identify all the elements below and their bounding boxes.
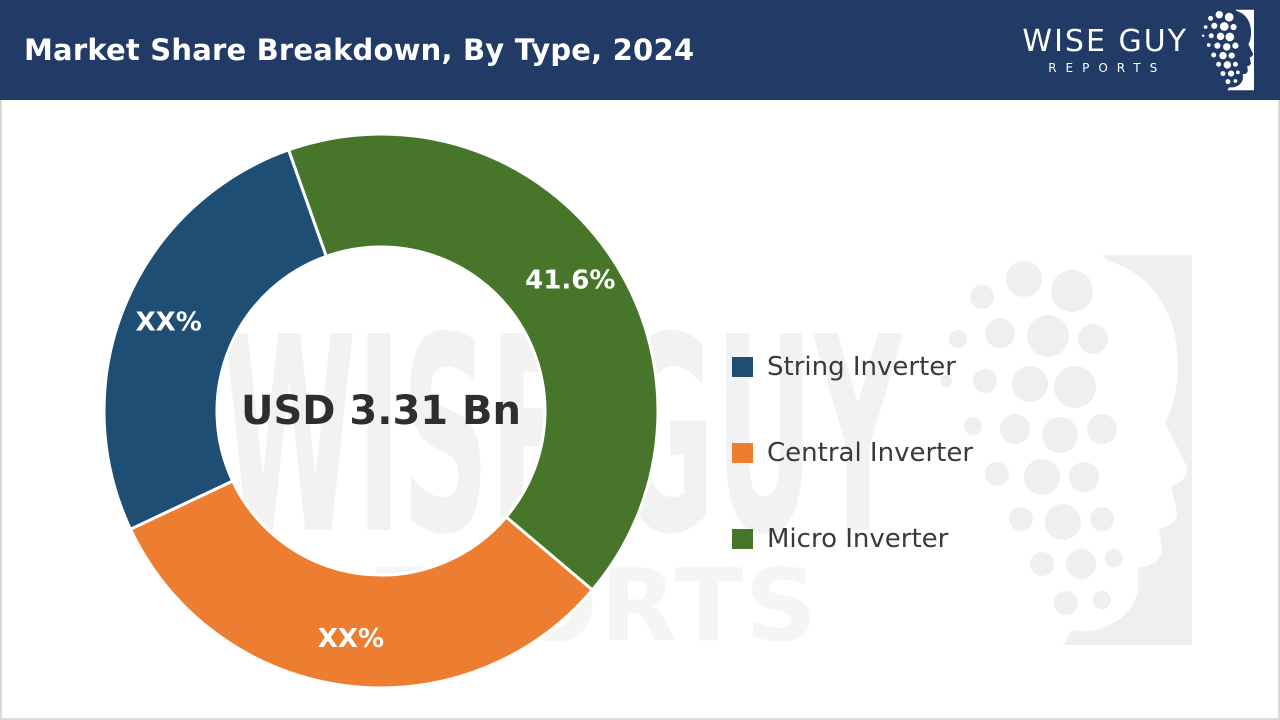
chart-legend: String Inverter Central Inverter Micro Inv… [732,352,973,554]
donut-segment-string-inverter [102,148,328,531]
brand-logo: WISE GUY REPORTS [1022,8,1254,92]
legend-item-central-inverter: Central Inverter [732,438,973,468]
slice-label: XX% [136,308,202,338]
legend-label: Micro Inverter [767,524,949,554]
page-title: Market Share Breakdown, By Type, 2024 [24,33,695,67]
legend-item-string-inverter: String Inverter [732,352,973,382]
brand-face-icon [1201,9,1254,91]
brand-logo-text: WISE GUY REPORTS [1022,23,1188,75]
slice-label: XX% [318,624,384,654]
donut-chart: 41.6% XX% XX% USD 3.31 Bn [102,132,660,690]
legend-item-micro-inverter: Micro Inverter [732,524,973,554]
legend-swatch [732,529,753,549]
chart-panel: WISE GUY REPORTS 41.6%XX%XX%USD 3.31 Bn … [0,100,1280,720]
donut-center-label: USD 3.31 Bn [241,388,521,434]
brand-subname: REPORTS [1048,60,1167,75]
legend-swatch [732,357,753,377]
legend-label: Central Inverter [767,438,974,468]
legend-label: String Inverter [767,352,956,382]
slice-label: 41.6% [525,265,615,295]
header-bar: Market Share Breakdown, By Type, 2024 WI… [0,0,1280,100]
brand-name: WISE GUY [1022,23,1188,59]
donut-segment-central-inverter [128,479,594,690]
legend-swatch [732,443,753,463]
donut-segment-micro-inverter [287,132,660,592]
